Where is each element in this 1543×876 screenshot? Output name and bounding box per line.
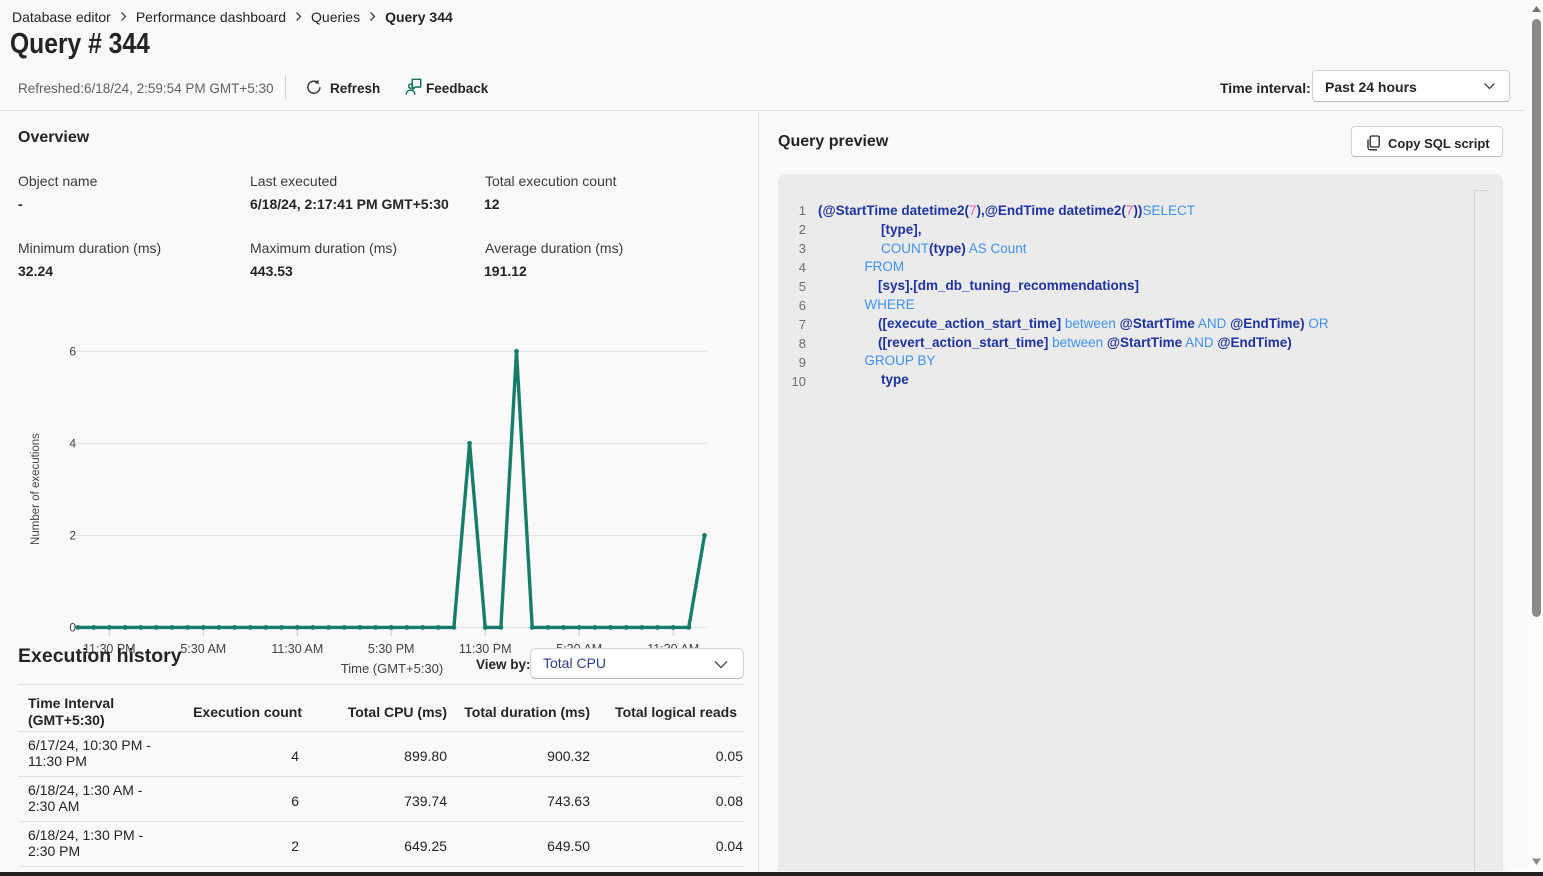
svg-text:0: 0 [69, 621, 76, 635]
svg-text:5:30 PM: 5:30 PM [368, 642, 415, 656]
svg-text:6: 6 [69, 345, 76, 359]
svg-text:11:30 PM: 11:30 PM [83, 642, 136, 656]
svg-text:11:30 PM: 11:30 PM [459, 642, 512, 656]
svg-text:2: 2 [69, 529, 76, 543]
svg-text:4: 4 [69, 437, 76, 451]
svg-text:5:30 AM: 5:30 AM [180, 642, 226, 656]
svg-text:Number of executions: Number of executions [30, 433, 42, 545]
svg-text:Time (GMT+5:30): Time (GMT+5:30) [341, 661, 443, 676]
svg-text:11:30 AM: 11:30 AM [271, 642, 323, 656]
